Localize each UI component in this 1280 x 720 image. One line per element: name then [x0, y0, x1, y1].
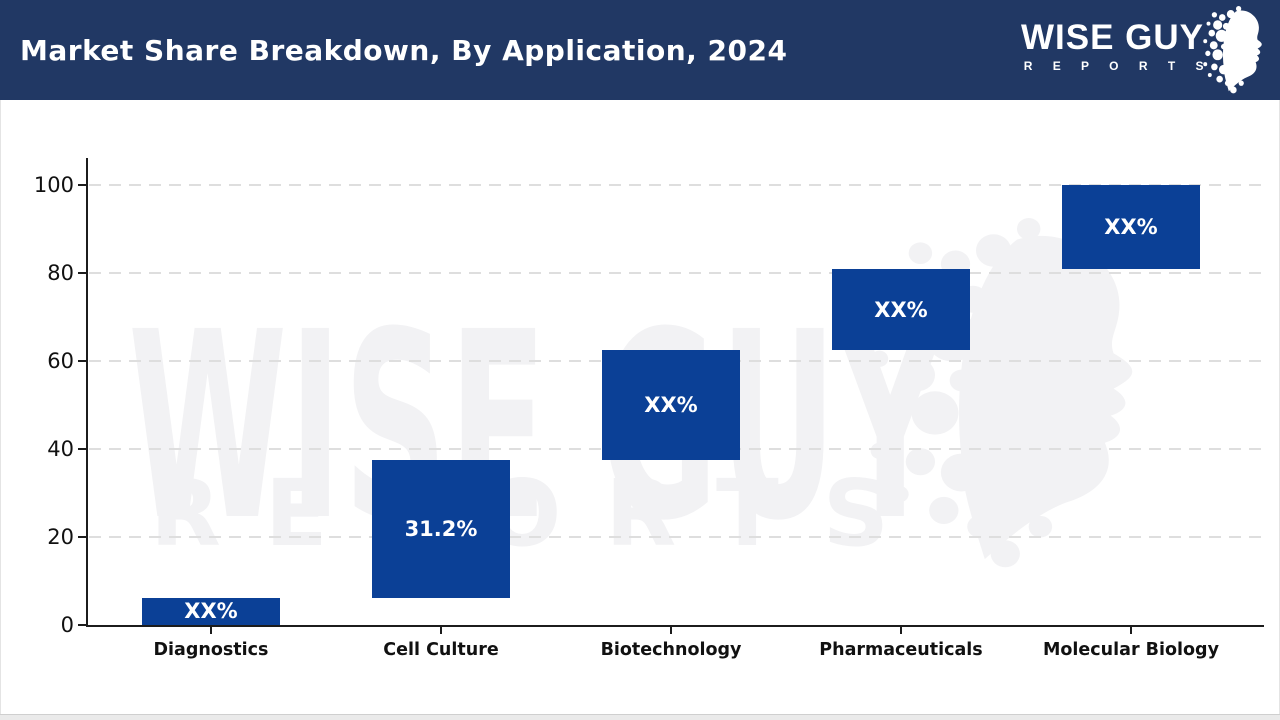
y-tick-40	[78, 448, 86, 450]
x-category-label: Diagnostics	[153, 640, 269, 660]
x-tick-4	[1130, 627, 1132, 634]
bar-segment-biotechnology: XX%	[602, 350, 740, 461]
page-title: Market Share Breakdown, By Application, …	[20, 34, 788, 67]
logo-wordmark: WISE GUY	[1020, 18, 1204, 57]
bar-value-label: XX%	[1104, 214, 1158, 239]
footer-strip	[0, 714, 1280, 720]
y-tick-label: 40	[47, 437, 74, 461]
y-tick-60	[78, 360, 86, 362]
y-tick-100	[78, 184, 86, 186]
gridline-y-100	[89, 184, 1262, 186]
x-category-label: Cell Culture	[383, 640, 499, 660]
y-tick-20	[78, 536, 86, 538]
bar-value-label: XX%	[184, 599, 238, 624]
bar-segment-cell-culture: 31.2%	[372, 460, 510, 598]
x-tick-1	[440, 627, 442, 634]
y-tick-label: 80	[47, 261, 74, 285]
bar-value-label: XX%	[874, 297, 928, 322]
x-category-label: Molecular Biology	[1043, 640, 1219, 660]
y-tick-80	[78, 272, 86, 274]
logo-head-icon	[1203, 6, 1262, 94]
x-category-label: Biotechnology	[600, 640, 742, 660]
y-tick-label: 0	[60, 613, 74, 637]
x-tick-3	[900, 627, 902, 634]
gridline-y-20	[89, 536, 1262, 538]
y-axis-spine	[86, 158, 88, 627]
header-band: Market Share Breakdown, By Application, …	[0, 0, 1280, 100]
watermark-wordmark: WISE GUY	[128, 277, 944, 577]
bar-value-label: 31.2%	[404, 517, 478, 542]
y-tick-label: 100	[33, 173, 74, 197]
gridline-y-80	[89, 272, 1262, 274]
bar-segment-pharmaceuticals: XX%	[832, 268, 970, 351]
bar-value-label: XX%	[644, 393, 698, 418]
x-category-label: Pharmaceuticals	[819, 640, 983, 660]
x-axis-spine	[86, 625, 1264, 627]
chart-area: WISE GUY REPORTS 0 20 40 60 80 100 XX% Diagnost…	[0, 100, 1280, 714]
x-tick-0	[210, 627, 212, 634]
bar-segment-diagnostics: XX%	[142, 597, 280, 625]
y-tick-label: 20	[47, 525, 74, 549]
logo-subtitle: R E P O R T S	[1023, 59, 1212, 73]
bar-segment-molecular-biology: XX%	[1062, 185, 1200, 269]
logo-text: WISE GUY R E P O R T S	[1020, 18, 1204, 74]
wise-guy-logo: WISE GUY R E P O R T S	[1002, 0, 1272, 100]
y-tick-0	[78, 624, 86, 626]
x-tick-2	[670, 627, 672, 634]
watermark-subtitle: REPORTS	[150, 460, 934, 567]
y-tick-label: 60	[47, 349, 74, 373]
